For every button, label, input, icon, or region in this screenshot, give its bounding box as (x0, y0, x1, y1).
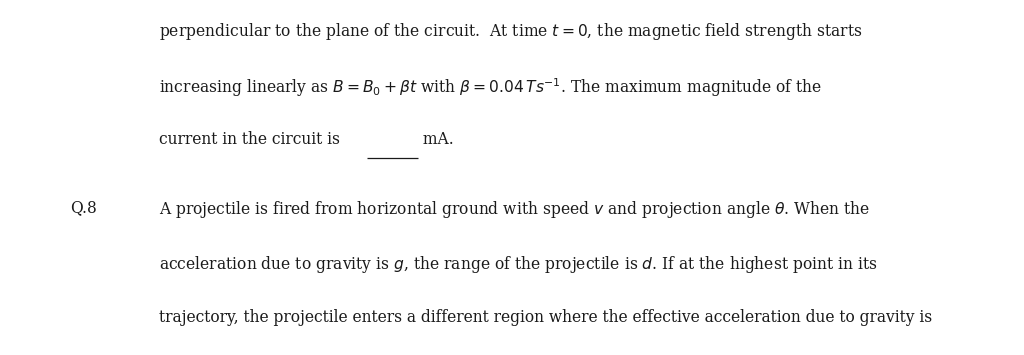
Text: mA.: mA. (418, 131, 454, 148)
Text: A projectile is fired from horizontal ground with speed $v$ and projection angle: A projectile is fired from horizontal gr… (159, 199, 870, 220)
Text: Q.8: Q.8 (70, 199, 96, 216)
Text: perpendicular to the plane of the circuit.  At time $t = 0$, the magnetic field : perpendicular to the plane of the circui… (159, 21, 862, 42)
Text: current in the circuit is: current in the circuit is (159, 131, 340, 148)
Text: acceleration due to gravity is $g$, the range of the projectile is $d$. If at th: acceleration due to gravity is $g$, the … (159, 254, 878, 275)
Text: trajectory, the projectile enters a different region where the effective acceler: trajectory, the projectile enters a diff… (159, 309, 932, 326)
Text: increasing linearly as $B = B_0 + \beta t$ with $\beta = 0.04\,Ts^{-1}$. The max: increasing linearly as $B = B_0 + \beta … (159, 76, 822, 99)
